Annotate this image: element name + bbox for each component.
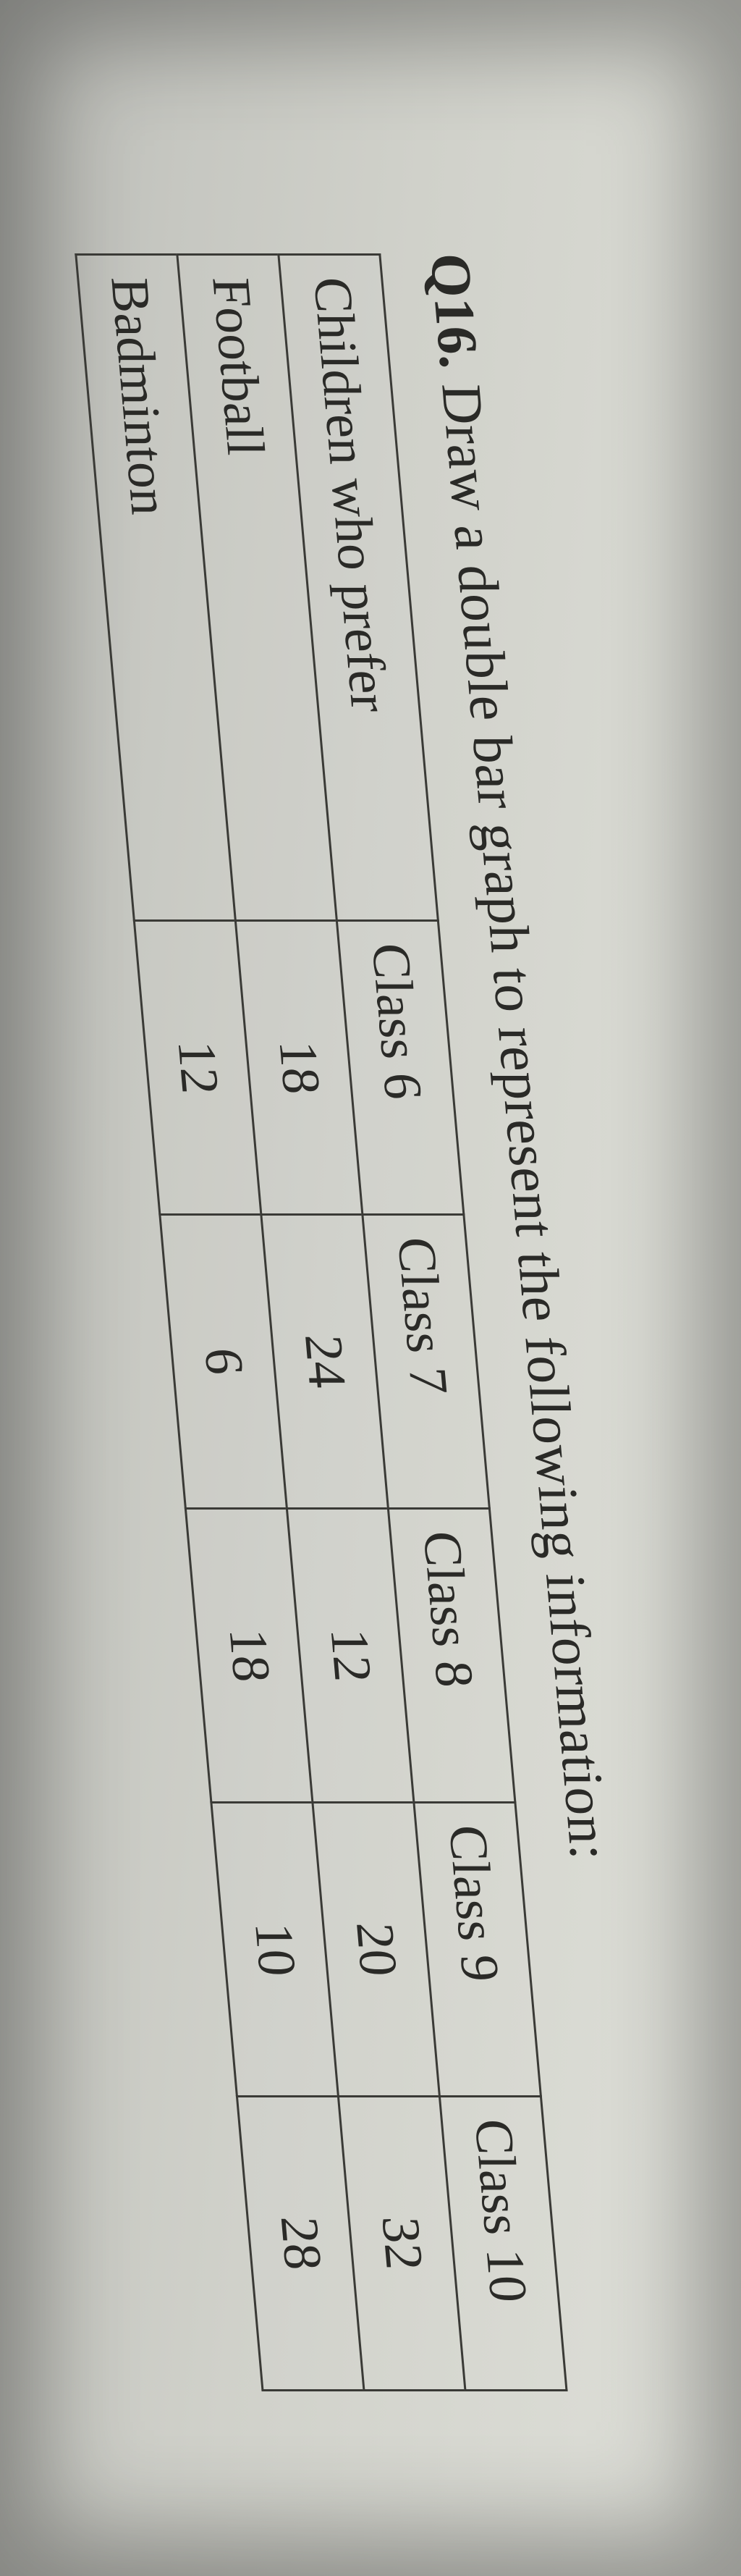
rotated-content: Q16. Draw a double bar graph to represen… <box>9 0 732 2576</box>
question-number: Q16. <box>418 253 491 369</box>
content-block: Q16. Draw a double bar graph to represen… <box>9 0 732 2576</box>
page-background: Q16. Draw a double bar graph to represen… <box>0 0 741 2576</box>
